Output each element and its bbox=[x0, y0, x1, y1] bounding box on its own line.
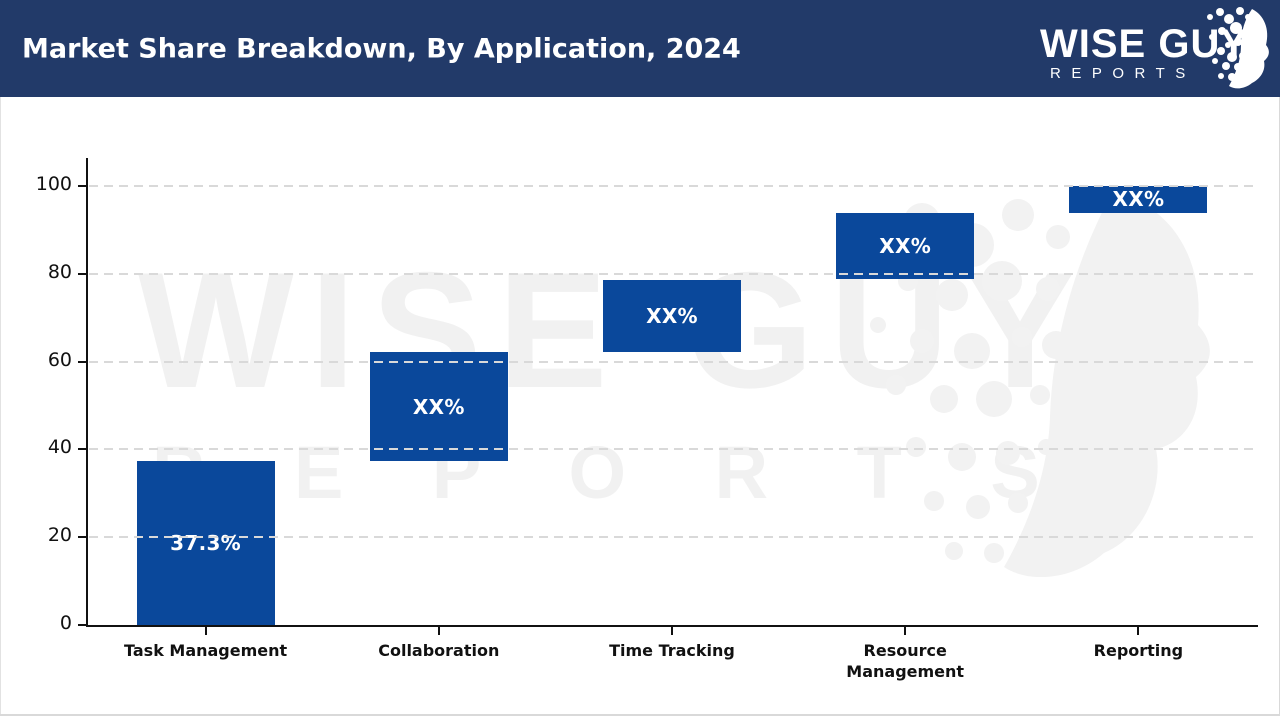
y-tick-0 bbox=[78, 624, 87, 626]
watermark-face-icon bbox=[858, 193, 1210, 578]
x-tick-5 bbox=[1137, 627, 1140, 635]
x-label-task-management: Task Management bbox=[124, 641, 288, 660]
x-tick-2 bbox=[437, 627, 440, 635]
y-tick-label-20: 20 bbox=[47, 524, 72, 547]
gridline-40 bbox=[89, 448, 1255, 451]
x-tick-3 bbox=[671, 627, 673, 635]
y-tick-label-40: 40 bbox=[47, 436, 72, 459]
y-tick-60 bbox=[78, 360, 87, 363]
bar-value-label: 37.3% bbox=[170, 531, 242, 556]
bar-task-management: 37.3% bbox=[136, 461, 275, 625]
y-axis-line bbox=[86, 158, 88, 627]
y-tick-label-100: 100 bbox=[35, 173, 72, 195]
y-tick-100 bbox=[78, 185, 87, 187]
bar-value-label: XX% bbox=[646, 303, 698, 328]
bar-value-label: XX% bbox=[879, 234, 932, 259]
page-title: Market Share Breakdown, By Application, … bbox=[22, 33, 741, 64]
logo-face-icon bbox=[1207, 7, 1269, 89]
gridline-60 bbox=[89, 360, 1255, 363]
y-tick-label-60: 60 bbox=[47, 348, 72, 371]
gridline-80 bbox=[89, 272, 1255, 275]
x-tick-4 bbox=[904, 627, 907, 635]
watermark-text-reports: R E P O R T S bbox=[152, 431, 1074, 514]
logo-text-wiseguy: WISE GUY bbox=[1040, 22, 1248, 66]
wiseguy-logo: WISE GUY REPORTS bbox=[1040, 7, 1269, 89]
x-label-time-tracking: Time Tracking bbox=[609, 641, 735, 660]
x-label-resource-management: Resource Management bbox=[846, 641, 965, 681]
bar-collaboration: XX% bbox=[369, 352, 508, 462]
left-border-line bbox=[0, 97, 1, 716]
y-tick-label-0: 0 bbox=[59, 612, 72, 634]
bottom-border-line bbox=[0, 714, 1280, 716]
logo-text-reports: REPORTS bbox=[1050, 65, 1196, 82]
gridline-100 bbox=[89, 185, 1255, 187]
y-tick-20 bbox=[78, 536, 87, 539]
x-label-collaboration: Collaboration bbox=[378, 641, 500, 660]
y-tick-label-80: 80 bbox=[47, 260, 72, 283]
x-axis-line bbox=[86, 625, 1258, 627]
header-bar: Market Share Breakdown, By Application, … bbox=[0, 0, 1280, 97]
bar-value-label: XX% bbox=[412, 394, 465, 419]
bar-resource-management: XX% bbox=[836, 212, 975, 280]
x-label-reporting: Reporting bbox=[1093, 641, 1184, 660]
bar-time-tracking: XX% bbox=[603, 279, 741, 353]
y-tick-40 bbox=[78, 448, 87, 451]
bar-reporting: XX% bbox=[1069, 186, 1208, 213]
x-tick-1 bbox=[204, 627, 207, 635]
y-tick-80 bbox=[78, 272, 87, 275]
bar-value-label: XX% bbox=[1112, 187, 1165, 212]
gridline-20 bbox=[89, 536, 1255, 539]
